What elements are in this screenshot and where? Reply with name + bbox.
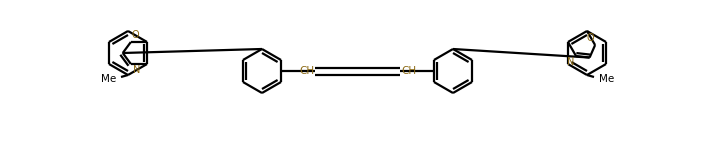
Text: N: N [133,65,140,75]
Text: N: N [567,57,574,67]
Text: Me: Me [599,74,614,84]
Text: O: O [132,30,139,40]
Text: CH: CH [401,66,416,76]
Text: CH: CH [299,66,314,76]
Text: Me: Me [101,74,116,84]
Text: O: O [586,33,594,43]
